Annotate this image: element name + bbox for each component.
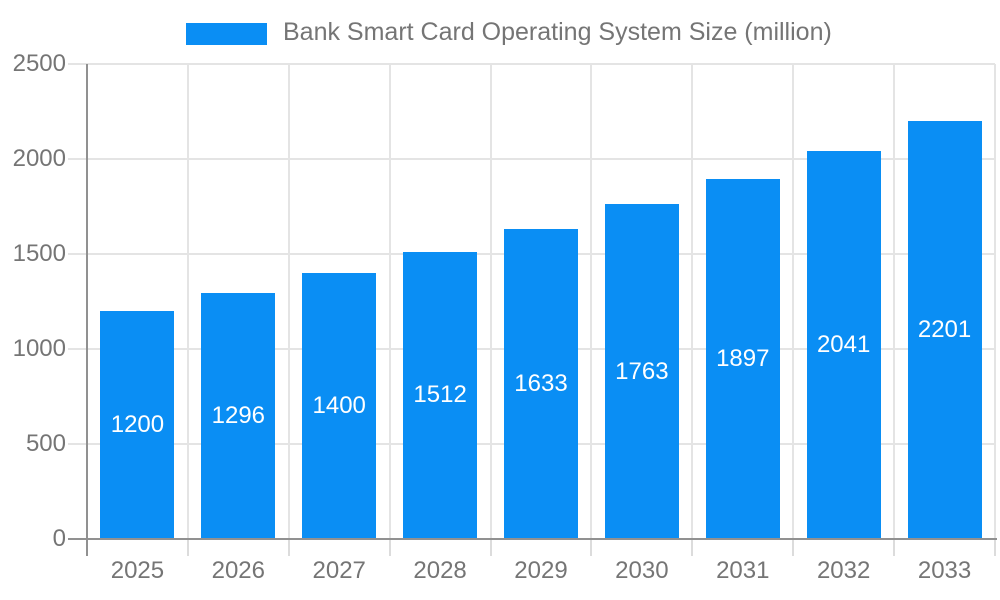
bar[interactable]: 2201 (907, 120, 982, 539)
v-gridline (287, 64, 290, 539)
x-axis-tick (489, 539, 492, 556)
bar[interactable]: 1633 (504, 228, 578, 539)
bar-value-label: 1200 (110, 411, 165, 438)
bar[interactable]: 1897 (705, 178, 780, 539)
x-axis-tick (792, 539, 795, 556)
x-tick-label: 2031 (716, 557, 770, 584)
y-tick-label: 1000 (12, 335, 66, 362)
v-gridline (489, 64, 492, 539)
bar-value-label: 1512 (413, 381, 467, 409)
v-gridline (994, 64, 996, 539)
x-tick-label: 2033 (917, 557, 972, 584)
bar-value-label: 2201 (917, 315, 972, 343)
x-axis-tick (994, 539, 996, 556)
x-tick-label: 2028 (413, 557, 467, 584)
bar[interactable]: 1400 (302, 273, 377, 539)
x-axis-tick (590, 539, 593, 556)
x-axis-tick (186, 539, 189, 556)
bar-value-label: 1763 (615, 357, 669, 385)
bar[interactable]: 2041 (806, 151, 881, 539)
v-gridline (691, 64, 694, 539)
x-axis-tick (691, 539, 694, 556)
h-gridline (68, 63, 995, 65)
legend[interactable]: Bank Smart Card Operating System Size (m… (186, 17, 832, 47)
y-tick-label: 2500 (12, 50, 66, 77)
v-gridline (186, 64, 189, 539)
bar-value-label: 1400 (312, 392, 366, 419)
x-axis-tick (388, 539, 391, 556)
x-tick-label: 2025 (110, 557, 165, 584)
bar-value-label: 1296 (211, 401, 266, 429)
x-tick-label: 2032 (816, 557, 871, 584)
legend-label: Bank Smart Card Operating System Size (m… (283, 18, 832, 46)
x-axis-tick (287, 539, 290, 556)
x-tick-label: 2030 (615, 557, 669, 584)
legend-swatch-icon (186, 23, 267, 45)
x-tick-label: 2027 (312, 557, 366, 584)
v-gridline (590, 64, 593, 539)
bar-value-label: 1633 (514, 369, 568, 397)
h-gridline (68, 158, 995, 160)
bar[interactable]: 1512 (403, 251, 478, 539)
y-axis-line (86, 64, 88, 556)
y-tick-label: 0 (52, 525, 66, 552)
x-axis-line (68, 538, 997, 540)
v-gridline (893, 64, 896, 539)
x-axis-tick (893, 539, 896, 556)
y-tick-label: 500 (25, 430, 66, 457)
bar[interactable]: 1763 (604, 204, 679, 539)
x-tick-label: 2029 (514, 557, 568, 584)
bar-value-label: 2041 (816, 331, 871, 359)
bar-value-label: 1897 (716, 344, 770, 372)
bar[interactable]: 1296 (201, 292, 276, 539)
y-tick-label: 2000 (12, 145, 66, 172)
y-tick-label: 1500 (12, 240, 66, 267)
bar[interactable]: 1200 (100, 311, 175, 539)
v-gridline (388, 64, 391, 539)
v-gridline (792, 64, 795, 539)
x-tick-label: 2026 (211, 557, 265, 584)
